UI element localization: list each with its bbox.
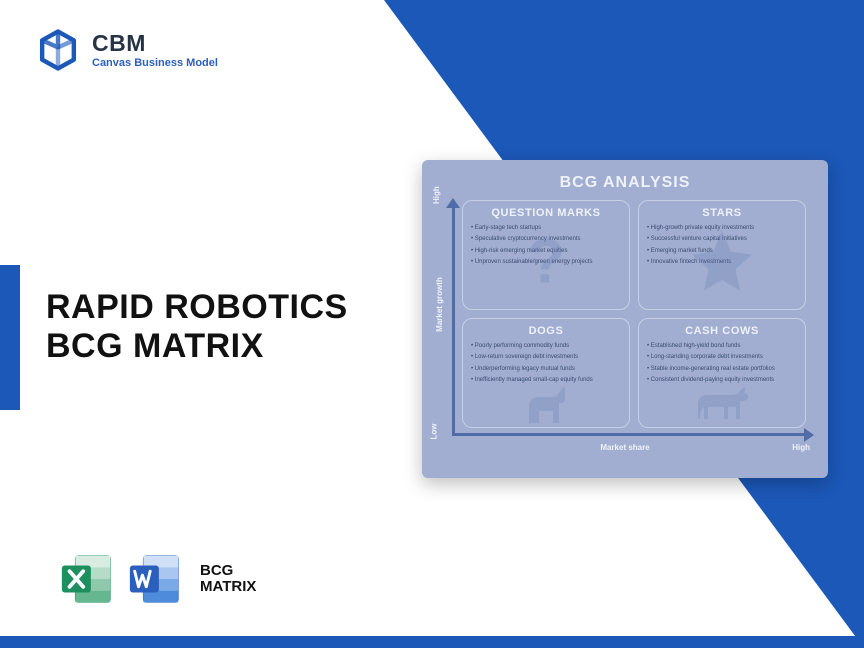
title-line-2: BCG MATRIX [46,327,348,366]
quadrant-grid: ? QUESTION MARKS Early-stage tech startu… [462,200,806,428]
accent-bar-bottom [0,636,864,648]
logo: CBM Canvas Business Model [36,28,218,72]
y-high-label: High [432,186,441,204]
quadrant-cash-cows: CASH COWS Established high-yield bond fu… [638,318,806,428]
file-icons-row: BCG MATRIX [58,550,256,608]
star-icon [686,225,758,297]
dog-icon [521,383,571,425]
excel-icon [58,550,116,608]
x-axis-title: Market share [600,443,649,452]
bcg-label: BCG MATRIX [200,563,256,596]
list-item: Underperforming legacy mutual funds [471,364,621,375]
bcg-panel-title: BCG ANALYSIS [438,174,812,192]
quad-title: QUESTION MARKS [471,207,621,219]
quad-title: CASH COWS [647,325,797,337]
quad-list: Poorly performing commodity funds Low-re… [471,341,621,387]
y-low-label: Low [430,424,439,440]
word-icon [126,550,184,608]
quadrant-dogs: DOGS Poorly performing commodity funds L… [462,318,630,428]
question-mark-icon: ? [527,227,565,298]
x-axis-arrow-icon [804,428,814,442]
x-high-label: High [792,443,810,452]
logo-title: CBM [92,31,218,56]
quadrant-stars: STARS High-growth private equity investm… [638,200,806,310]
bcg-analysis-panel: BCG ANALYSIS High Low Market growth Mark… [422,160,828,478]
bcg-axes: High Low Market growth Market share High… [438,200,812,458]
x-axis [452,433,808,436]
list-item: Stable income-generating real estate por… [647,364,797,375]
quadrant-question-marks: ? QUESTION MARKS Early-stage tech startu… [462,200,630,310]
y-axis-title: Market growth [435,277,444,332]
list-item: Established high-yield bond funds [647,341,797,352]
cbm-logo-icon [36,28,80,72]
quad-title: STARS [647,207,797,219]
y-axis-arrow-icon [446,198,460,208]
list-item: Poorly performing commodity funds [471,341,621,352]
title-line-1: RAPID ROBOTICS [46,288,348,327]
y-axis [452,206,455,436]
accent-bar-left [0,265,20,410]
list-item: Long-standing corporate debt investments [647,352,797,363]
list-item: Low-return sovereign debt investments [471,352,621,363]
cow-icon [692,385,752,423]
page-title: RAPID ROBOTICS BCG MATRIX [46,288,348,366]
bcg-label-line-1: BCG [200,563,256,580]
quad-title: DOGS [471,325,621,337]
bcg-label-line-2: MATRIX [200,579,256,596]
logo-subtitle: Canvas Business Model [92,57,218,69]
quad-list: Established high-yield bond funds Long-s… [647,341,797,387]
